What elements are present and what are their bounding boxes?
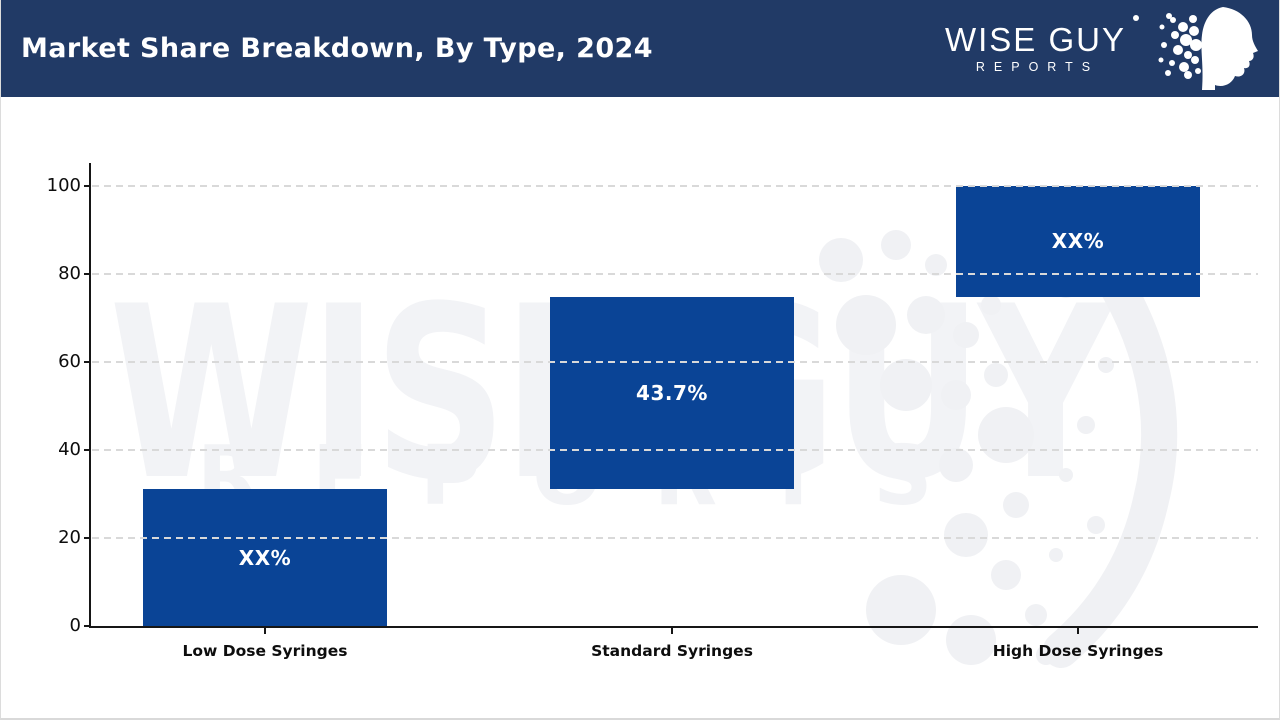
y-tick-label: 40	[58, 439, 81, 460]
y-tick-label: 0	[69, 615, 81, 636]
y-axis-spine	[89, 163, 91, 628]
x-tick-mark	[264, 627, 266, 634]
y-tick-mark	[84, 625, 91, 627]
y-tick-mark	[84, 449, 91, 451]
x-axis-spine	[89, 626, 1258, 628]
bar-value-label: XX%	[1051, 229, 1105, 254]
gridline-y-20	[92, 537, 1258, 539]
x-tick-mark	[671, 627, 673, 634]
y-tick-label: 60	[58, 351, 81, 372]
header: Market Share Breakdown, By Type, 2024 WI…	[1, 0, 1279, 97]
bar-low-dose-syringes	[143, 489, 387, 626]
gridline-y-60	[92, 361, 1258, 363]
y-tick-label: 80	[58, 263, 81, 284]
y-tick-mark	[84, 361, 91, 363]
wiseguy-face-icon	[1133, 7, 1258, 90]
bar-standard-syringes	[550, 296, 794, 490]
bar-value-label: XX%	[238, 545, 292, 570]
bar-value-label: 43.7%	[636, 381, 708, 406]
logo-wiseguy-label: WISE GUY	[944, 21, 1126, 59]
gridline-y-80	[92, 273, 1258, 275]
wiseguy-logo: WISE GUY REPORTS	[945, 7, 1263, 90]
x-tick-mark	[1077, 627, 1079, 634]
category-label-standard-syringes: Standard Syringes	[591, 642, 753, 660]
logo-wordmark: WISE GUY REPORTS	[945, 23, 1126, 74]
bar-high-dose-syringes	[956, 186, 1200, 297]
watermark-face-dots-icon	[819, 230, 1178, 668]
y-tick-mark	[84, 273, 91, 275]
gridline-y-40	[92, 449, 1258, 451]
y-tick-label: 20	[58, 527, 81, 548]
category-label-low-dose-syringes: Low Dose Syringes	[182, 642, 348, 660]
gridline-y-100	[92, 185, 1258, 187]
category-label-high-dose-syringes: High Dose Syringes	[992, 642, 1164, 660]
y-tick-mark	[84, 537, 91, 539]
page-title: Market Share Breakdown, By Type, 2024	[21, 33, 653, 64]
logo-reports-label: REPORTS	[975, 59, 1100, 74]
y-tick-mark	[84, 185, 91, 187]
y-tick-label: 100	[46, 175, 81, 196]
